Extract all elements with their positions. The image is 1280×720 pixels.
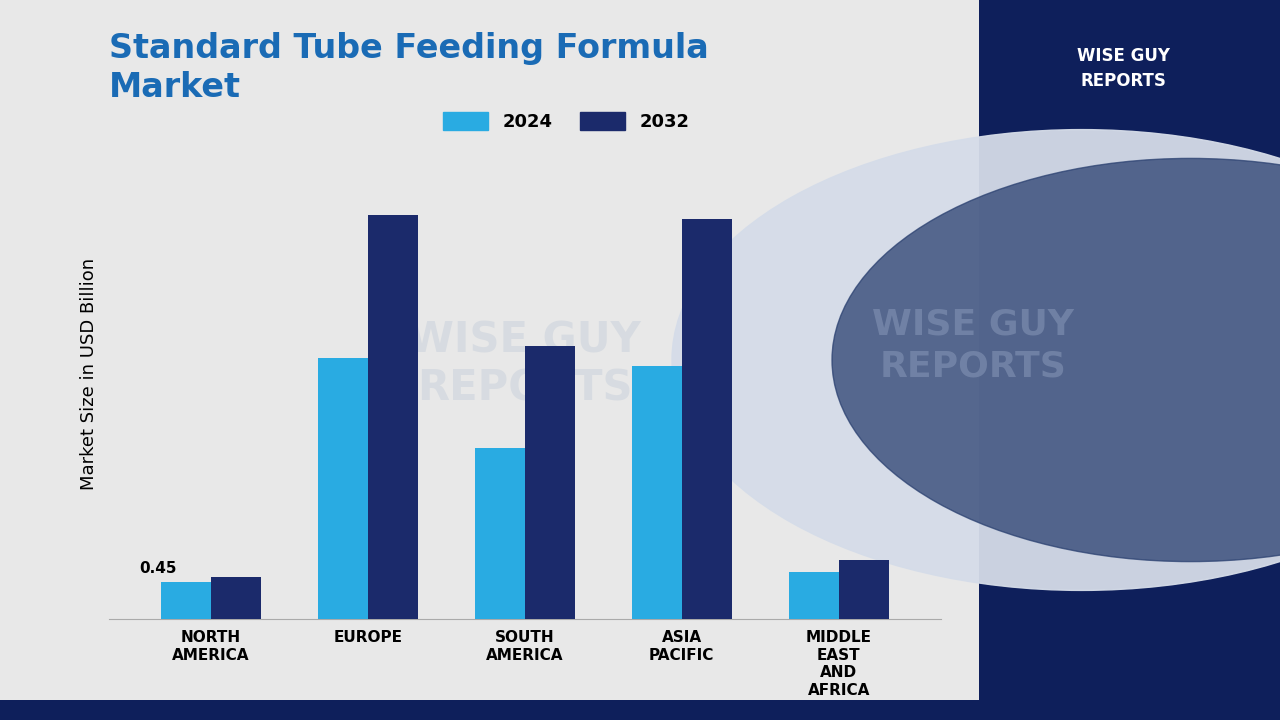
Legend: 2024, 2032: 2024, 2032: [436, 104, 696, 138]
Text: 0.45: 0.45: [140, 561, 177, 576]
Bar: [367, 215, 419, 619]
Text: WISE GUY
REPORTS: WISE GUY REPORTS: [408, 319, 641, 410]
Bar: [682, 220, 732, 619]
Bar: [211, 577, 261, 619]
Bar: [160, 582, 211, 619]
Bar: [631, 366, 682, 619]
Y-axis label: Market Size in USD Billion: Market Size in USD Billion: [79, 258, 97, 490]
Circle shape: [672, 130, 1280, 590]
Bar: [317, 358, 367, 619]
Text: WISE GUY
REPORTS: WISE GUY REPORTS: [1078, 47, 1170, 90]
Circle shape: [832, 158, 1280, 562]
Text: Standard Tube Feeding Formula
Market: Standard Tube Feeding Formula Market: [109, 32, 709, 104]
Text: WISE GUY
REPORTS: WISE GUY REPORTS: [872, 307, 1074, 384]
Bar: [475, 448, 525, 619]
Bar: [525, 346, 575, 619]
Bar: [838, 560, 890, 619]
Bar: [788, 572, 838, 619]
